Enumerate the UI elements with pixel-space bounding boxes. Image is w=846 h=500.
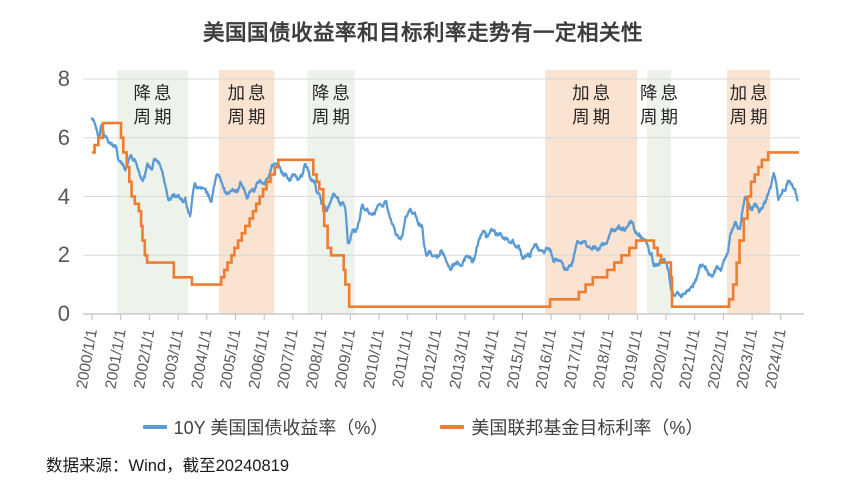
x-tick-label: 2011/1/1 — [390, 328, 417, 389]
x-tick-label: 2008/1/1 — [303, 328, 330, 390]
y-tick-label-0: 0 — [57, 301, 70, 326]
cut-cycle-band — [307, 70, 355, 314]
x-tick-label: 2023/1/1 — [734, 328, 761, 390]
x-tick-label: 2022/1/1 — [705, 328, 732, 390]
x-tick-label: 2004/1/1 — [189, 328, 216, 390]
cycle-band-label: 加息周期 — [572, 83, 613, 127]
x-tick-label: 2000/1/1 — [74, 328, 101, 390]
y-tick-label-4: 4 — [57, 183, 70, 209]
x-tick-label: 2013/1/1 — [447, 328, 474, 390]
x-tick-label: 2005/1/1 — [217, 328, 244, 390]
treasury-yield-line — [90, 117, 799, 299]
cycle-band-label: 降息周期 — [640, 83, 681, 127]
treasury-line-swatch — [142, 425, 167, 429]
legend-label-target-rate: 美国联邦基金目标利率（%） — [471, 418, 704, 438]
x-tick-label: 2015/1/1 — [504, 328, 531, 390]
hike-cycle-band — [727, 70, 771, 314]
x-tick-label: 2019/1/1 — [619, 328, 646, 390]
y-tick-label-6: 6 — [57, 124, 70, 150]
cut-cycle-band — [117, 70, 189, 314]
cycle-band-label: 加息周期 — [228, 83, 269, 127]
legend-item-target-rate: 美国联邦基金目标利率（%） — [440, 414, 703, 440]
x-tick-label: 2014/1/1 — [476, 328, 503, 390]
x-tick-label: 2009/1/1 — [332, 328, 359, 390]
x-tick-label: 2021/1/1 — [676, 328, 703, 390]
x-tick-label: 2003/1/1 — [160, 328, 187, 390]
x-tick-label: 2010/1/1 — [361, 328, 388, 390]
y-tick-label-8: 8 — [57, 66, 70, 91]
legend-item-treasury: 10Y 美国国债收益率（%） — [142, 414, 389, 440]
fed-target-rate-line — [92, 121, 799, 308]
legend-label-treasury: 10Y 美国国债收益率（%） — [173, 418, 389, 438]
cycle-band-label: 降息周期 — [312, 83, 353, 127]
x-tick-label: 2001/1/1 — [102, 328, 129, 390]
x-tick-label: 2007/1/1 — [275, 328, 302, 390]
cycle-band-label: 加息周期 — [730, 83, 771, 127]
target-rate-line-swatch — [440, 425, 465, 429]
cut-cycle-band — [647, 70, 671, 314]
hike-cycle-band — [545, 70, 637, 314]
x-tick-label: 2017/1/1 — [562, 328, 589, 390]
legend: 10Y 美国国债收益率（%） 美国联邦基金目标利率（%） — [0, 414, 846, 440]
x-tick-label: 2016/1/1 — [533, 328, 560, 390]
x-tick-label: 2006/1/1 — [246, 328, 273, 390]
y-tick-label-2: 2 — [57, 242, 70, 268]
x-tick-label: 2002/1/1 — [131, 328, 158, 390]
chart-title: 美国国债收益率和目标利率走势有一定相关性 — [202, 21, 643, 45]
source-note: 数据来源：Wind，截至20240819 — [46, 457, 290, 475]
x-tick-label: 2012/1/1 — [418, 328, 445, 390]
x-tick-label: 2020/1/1 — [648, 328, 675, 390]
x-tick-label: 2018/1/1 — [590, 328, 617, 390]
x-tick-label: 2024/1/1 — [763, 328, 790, 390]
cycle-band-label: 降息周期 — [134, 83, 175, 127]
